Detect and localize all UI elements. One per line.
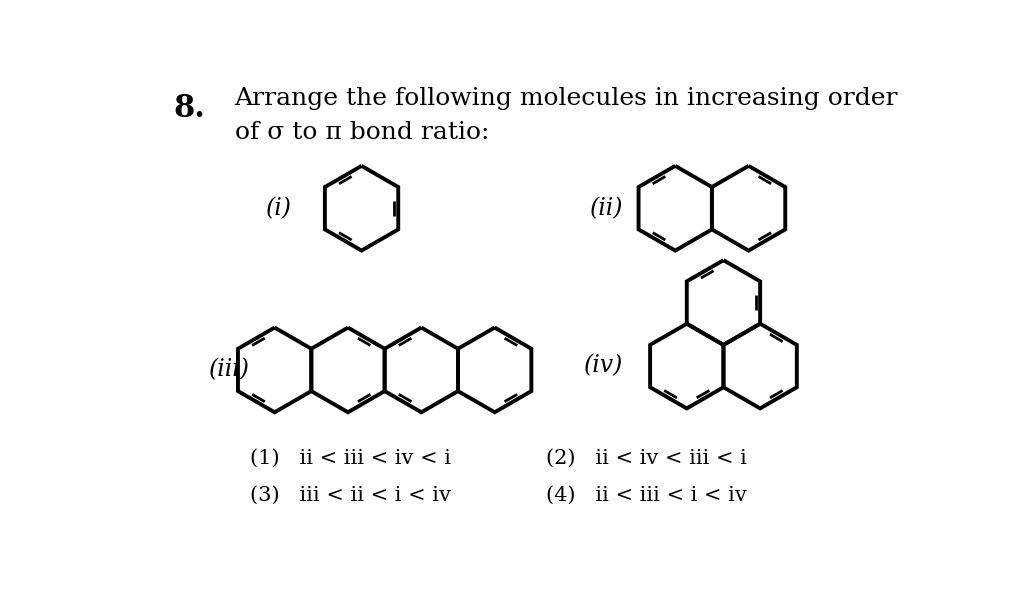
Text: (ii): (ii) [590, 197, 624, 220]
Text: Arrange the following molecules in increasing order
of σ to π bond ratio:: Arrange the following molecules in incre… [234, 87, 898, 144]
Text: (4)   ii < iii < i < iv: (4) ii < iii < i < iv [547, 486, 748, 505]
Text: 8.: 8. [173, 93, 205, 124]
Text: (iv): (iv) [584, 355, 624, 378]
Text: (i): (i) [266, 197, 292, 220]
Text: (3)   iii < ii < i < iv: (3) iii < ii < i < iv [250, 486, 451, 505]
Text: (iii): (iii) [209, 358, 250, 381]
Text: (2)   ii < iv < iii < i: (2) ii < iv < iii < i [547, 449, 748, 468]
Text: (1)   ii < iii < iv < i: (1) ii < iii < iv < i [250, 449, 451, 468]
